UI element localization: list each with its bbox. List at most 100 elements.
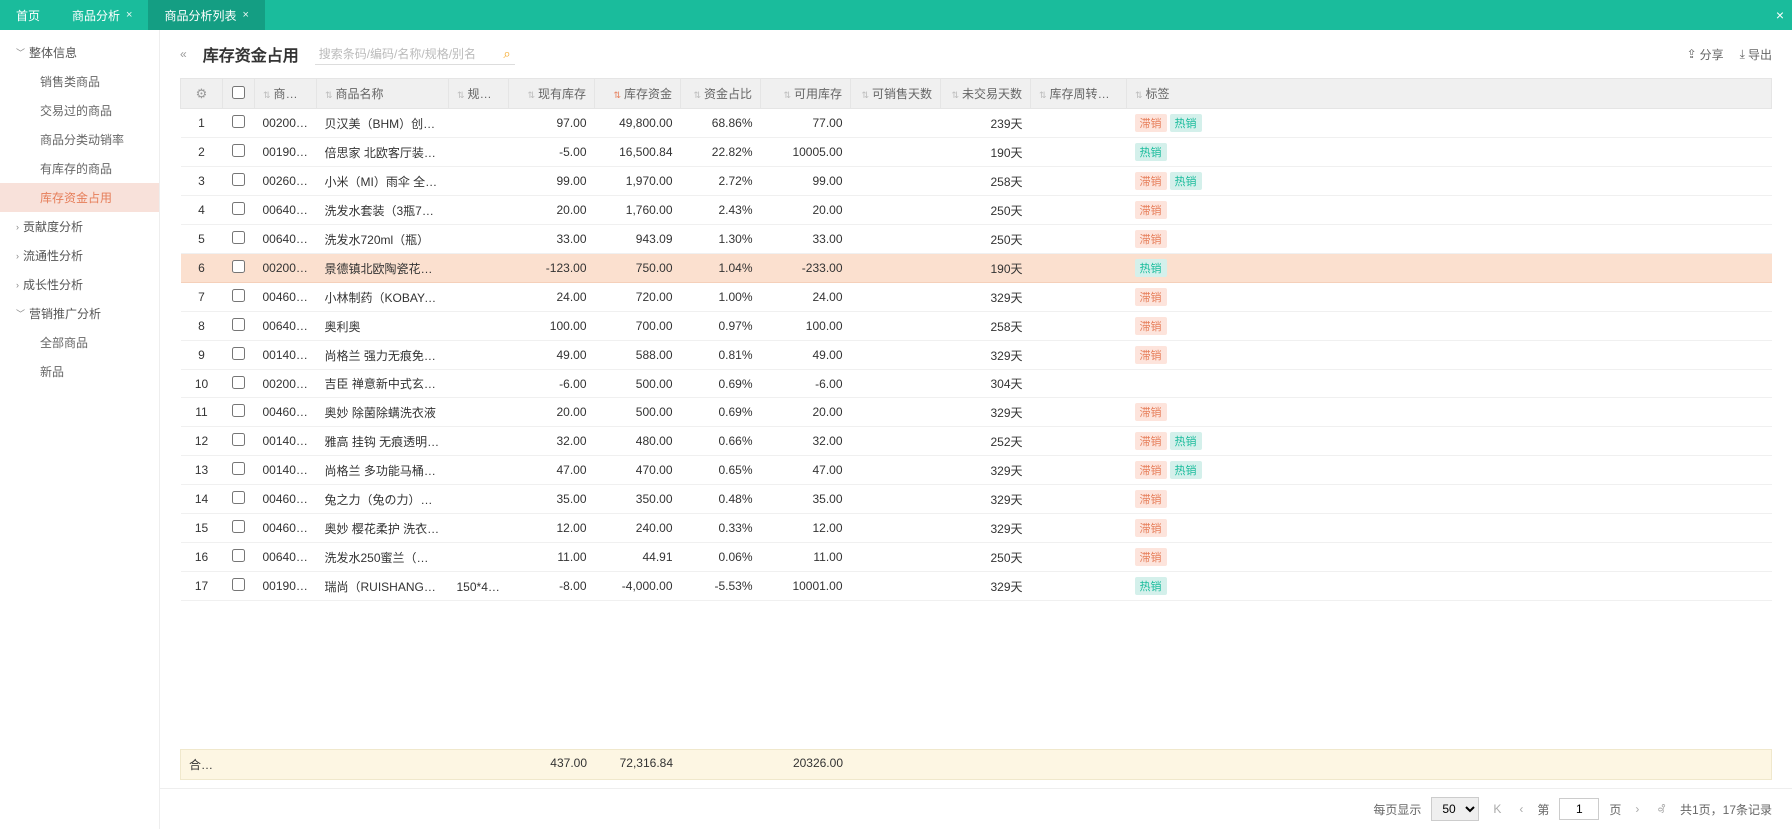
- sidebar-group-2[interactable]: ›流通性分析: [0, 241, 159, 270]
- tab-0[interactable]: 首页: [0, 0, 56, 30]
- tag-slow: 滞销: [1135, 230, 1167, 248]
- sidebar-item-4-1[interactable]: 新品: [0, 357, 159, 386]
- table-row[interactable]: 12001400…雅高 挂钩 无痕透明粘钩 强…32.00480.000.66%…: [181, 427, 1772, 456]
- search-input[interactable]: [319, 47, 504, 61]
- col-header-tags[interactable]: ⇅标签: [1127, 79, 1772, 109]
- first-page-icon[interactable]: K: [1489, 802, 1505, 816]
- row-checkbox[interactable]: [232, 549, 245, 562]
- table-row[interactable]: 14004600…兔之力（兔の力）粘毛器粘…35.00350.000.48%35…: [181, 485, 1772, 514]
- row-checkbox[interactable]: [232, 491, 245, 504]
- collapse-sidebar-icon[interactable]: «: [180, 47, 187, 61]
- cell-name: 兔之力（兔の力）粘毛器粘…: [317, 485, 449, 514]
- sidebar-group-4[interactable]: ﹀营销推广分析: [0, 299, 159, 328]
- table-row[interactable]: 1002000…贝汉美（BHM）创意北欧…97.0049,800.0068.86…: [181, 109, 1772, 138]
- cell-tags: 滞销: [1127, 312, 1772, 341]
- row-checkbox[interactable]: [232, 578, 245, 591]
- gear-icon[interactable]: ⚙: [196, 86, 208, 101]
- cell-avail: 20.00: [761, 196, 851, 225]
- col-header-pct[interactable]: ⇅资金占比: [681, 79, 761, 109]
- row-checkbox[interactable]: [232, 404, 245, 417]
- cell-idx: 2: [181, 138, 223, 167]
- row-checkbox[interactable]: [232, 318, 245, 331]
- table-row[interactable]: 17001900…瑞尚（RUISHANG）卧室…150*40厘米-8.00-4,…: [181, 572, 1772, 601]
- row-checkbox[interactable]: [232, 202, 245, 215]
- col-header-spec[interactable]: ⇅规格型号: [449, 79, 509, 109]
- row-checkbox[interactable]: [232, 260, 245, 273]
- table-row[interactable]: 2001900…倍思家 北欧客厅装饰画卧室…-5.0016,500.8422.8…: [181, 138, 1772, 167]
- cell-sellable_days: [851, 456, 941, 485]
- row-checkbox[interactable]: [232, 433, 245, 446]
- close-all-icon[interactable]: ×: [1776, 0, 1784, 30]
- tab-1[interactable]: 商品分析×: [56, 0, 148, 30]
- row-checkbox[interactable]: [232, 173, 245, 186]
- export-button[interactable]: ⤓导出: [1740, 46, 1772, 63]
- last-page-icon[interactable]: ꘩: [1653, 802, 1670, 817]
- table-row[interactable]: 3002600…小米（MI）雨伞 全自动折…99.001,970.002.72%…: [181, 167, 1772, 196]
- row-checkbox[interactable]: [232, 520, 245, 533]
- per-page-select[interactable]: 50: [1431, 797, 1479, 821]
- cell-spec: [449, 225, 509, 254]
- col-header-code[interactable]: ⇅商品…: [255, 79, 317, 109]
- sidebar-group-0[interactable]: ﹀整体信息: [0, 38, 159, 67]
- col-header-chk[interactable]: [223, 79, 255, 109]
- prev-page-icon[interactable]: ‹: [1515, 802, 1527, 816]
- cell-spec: [449, 196, 509, 225]
- table-row[interactable]: 11004600…奥妙 除菌除螨洗衣液20.00500.000.69%20.00…: [181, 398, 1772, 427]
- sidebar-group-3[interactable]: ›成长性分析: [0, 270, 159, 299]
- row-checkbox[interactable]: [232, 115, 245, 128]
- col-header-sellable_days[interactable]: ⇅可销售天数: [851, 79, 941, 109]
- sidebar-item-0-3[interactable]: 有库存的商品: [0, 154, 159, 183]
- tag-slow: 滞销: [1135, 114, 1167, 132]
- chevron-right-icon: ›: [16, 280, 19, 290]
- table-row[interactable]: 4006400…洗发水套装（3瓶720ml+1…20.001,760.002.4…: [181, 196, 1772, 225]
- close-icon[interactable]: ×: [126, 9, 132, 21]
- share-button[interactable]: ⇪分享: [1687, 46, 1724, 63]
- row-checkbox[interactable]: [232, 289, 245, 302]
- select-all-checkbox[interactable]: [232, 86, 245, 99]
- col-header-name[interactable]: ⇅商品名称: [317, 79, 449, 109]
- table-row[interactable]: 16006400…洗发水250蜜兰（袋）11.0044.910.06%11.00…: [181, 543, 1772, 572]
- content-header: « 库存资金占用 ⌕ ⇪分享 ⤓导出: [160, 30, 1792, 78]
- col-label: 可用库存: [794, 87, 842, 101]
- col-header-turnover_days[interactable]: ⇅库存周转天数: [1031, 79, 1127, 109]
- table-row[interactable]: 7004600…小林制药（KOBAYASHI）日…24.00720.001.00…: [181, 283, 1772, 312]
- row-checkbox[interactable]: [232, 462, 245, 475]
- search-icon[interactable]: ⌕: [503, 46, 510, 62]
- sidebar-item-4-0[interactable]: 全部商品: [0, 328, 159, 357]
- total-sellable_days: [851, 756, 941, 773]
- sidebar-item-0-2[interactable]: 商品分类动销率: [0, 125, 159, 154]
- table-row[interactable]: 15004600…奥妙 樱花柔护 洗衣凝珠 10…12.00240.000.33…: [181, 514, 1772, 543]
- table-row[interactable]: 13001400…尚格兰 多功能马桶刷套装 带…47.00470.000.65%…: [181, 456, 1772, 485]
- sidebar-group-1[interactable]: ›贡献度分析: [0, 212, 159, 241]
- table-row[interactable]: 6002000…景德镇北欧陶瓷花瓶摆件 仿…-123.00750.001.04%…: [181, 254, 1772, 283]
- close-icon[interactable]: ×: [242, 9, 248, 21]
- sidebar-item-0-0[interactable]: 销售类商品: [0, 67, 159, 96]
- cell-tags: 滞销: [1127, 514, 1772, 543]
- cell-stock: 49.00: [509, 341, 595, 370]
- table-row[interactable]: 8006400…奥利奥100.00700.000.97%100.00258天滞销: [181, 312, 1772, 341]
- row-checkbox[interactable]: [232, 231, 245, 244]
- row-checkbox[interactable]: [232, 144, 245, 157]
- sidebar-item-0-1[interactable]: 交易过的商品: [0, 96, 159, 125]
- cell-code: 001400…: [255, 456, 317, 485]
- cell-turnover_days: [1031, 196, 1127, 225]
- col-header-stock[interactable]: ⇅现有库存: [509, 79, 595, 109]
- cell-tags: 滞销热销: [1127, 456, 1772, 485]
- row-checkbox[interactable]: [232, 347, 245, 360]
- col-header-no_trade_days[interactable]: ⇅未交易天数: [941, 79, 1031, 109]
- table-row[interactable]: 9001400…尚格兰 强力无痕免打孔浴室…49.00588.000.81%49…: [181, 341, 1772, 370]
- tab-2[interactable]: 商品分析列表×: [148, 0, 264, 30]
- next-page-icon[interactable]: ›: [1631, 802, 1643, 816]
- table-row[interactable]: 5006400…洗发水720ml（瓶）33.00943.091.30%33.00…: [181, 225, 1772, 254]
- tag-slow: 滞销: [1135, 317, 1167, 335]
- col-header-fund[interactable]: ⇅库存资金: [595, 79, 681, 109]
- row-checkbox[interactable]: [232, 376, 245, 389]
- sidebar-item-0-4[interactable]: 库存资金占用: [0, 183, 159, 212]
- tag-hot: 热销: [1170, 114, 1202, 132]
- table-row[interactable]: 10002000…吉臣 禅意新中式玄关摆件客…-6.00500.000.69%-…: [181, 370, 1772, 398]
- cell-sellable_days: [851, 485, 941, 514]
- col-header-idx[interactable]: ⚙: [181, 79, 223, 109]
- col-header-avail[interactable]: ⇅可用库存: [761, 79, 851, 109]
- page-input[interactable]: [1559, 798, 1599, 820]
- cell-turnover_days: [1031, 543, 1127, 572]
